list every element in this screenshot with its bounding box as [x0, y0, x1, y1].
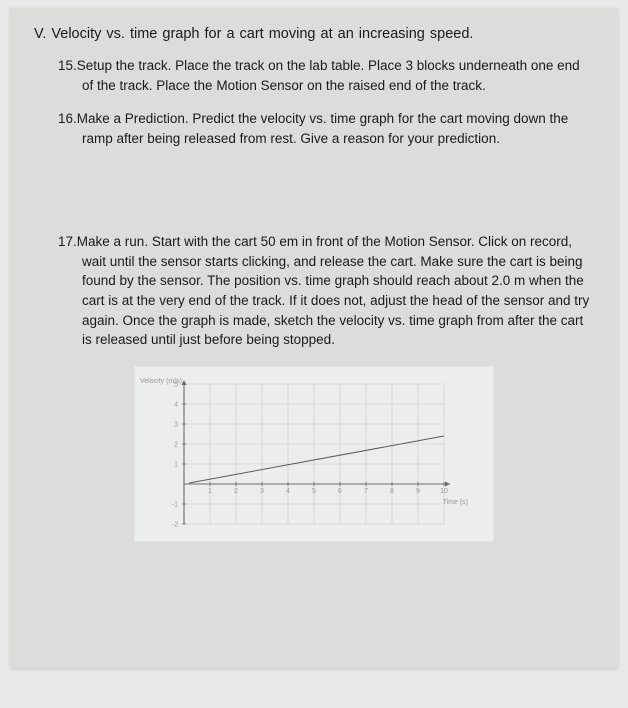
svg-text:2: 2 [174, 441, 178, 448]
svg-text:2: 2 [234, 488, 238, 495]
svg-text:1: 1 [174, 461, 178, 468]
instruction-item-15: 15.Setup the track. Place the track on t… [34, 56, 594, 95]
item-number: 17. [58, 234, 77, 249]
svg-text:-1: -1 [172, 501, 178, 508]
chart-svg: 1234567891012345-1-2 [144, 376, 464, 536]
item-title: Make a Prediction. [77, 111, 189, 126]
x-axis-label: Time (s) [443, 499, 468, 506]
svg-text:4: 4 [174, 401, 178, 408]
item-number: 16. [58, 111, 77, 126]
chart-canvas: Velocity (m/s) 1234567891012345-1-2 Time… [144, 376, 464, 536]
item-title: Make a run. [77, 234, 148, 249]
svg-text:10: 10 [440, 488, 448, 495]
instruction-item-16: 16.Make a Prediction. Predict the veloci… [34, 109, 594, 148]
svg-text:5: 5 [312, 488, 316, 495]
velocity-time-chart: Velocity (m/s) 1234567891012345-1-2 Time… [134, 366, 494, 542]
worksheet-page: V. Velocity vs. time graph for a cart mo… [10, 8, 618, 668]
svg-text:3: 3 [174, 421, 178, 428]
item-number: 15. [58, 58, 77, 73]
svg-text:6: 6 [338, 488, 342, 495]
svg-text:-2: -2 [172, 521, 178, 528]
svg-text:3: 3 [260, 488, 264, 495]
svg-text:1: 1 [208, 488, 212, 495]
item-text: Start with the cart 50 em in front of th… [82, 234, 589, 347]
svg-text:4: 4 [286, 488, 290, 495]
svg-text:9: 9 [416, 488, 420, 495]
section-heading: V. Velocity vs. time graph for a cart mo… [34, 26, 594, 42]
instruction-item-17: 17.Make a run. Start with the cart 50 em… [34, 232, 594, 349]
svg-text:7: 7 [364, 488, 368, 495]
y-axis-label: Velocity (m/s) [140, 378, 182, 385]
blank-space [34, 162, 594, 232]
item-title: Setup the track. [77, 58, 172, 73]
svg-text:8: 8 [390, 488, 394, 495]
